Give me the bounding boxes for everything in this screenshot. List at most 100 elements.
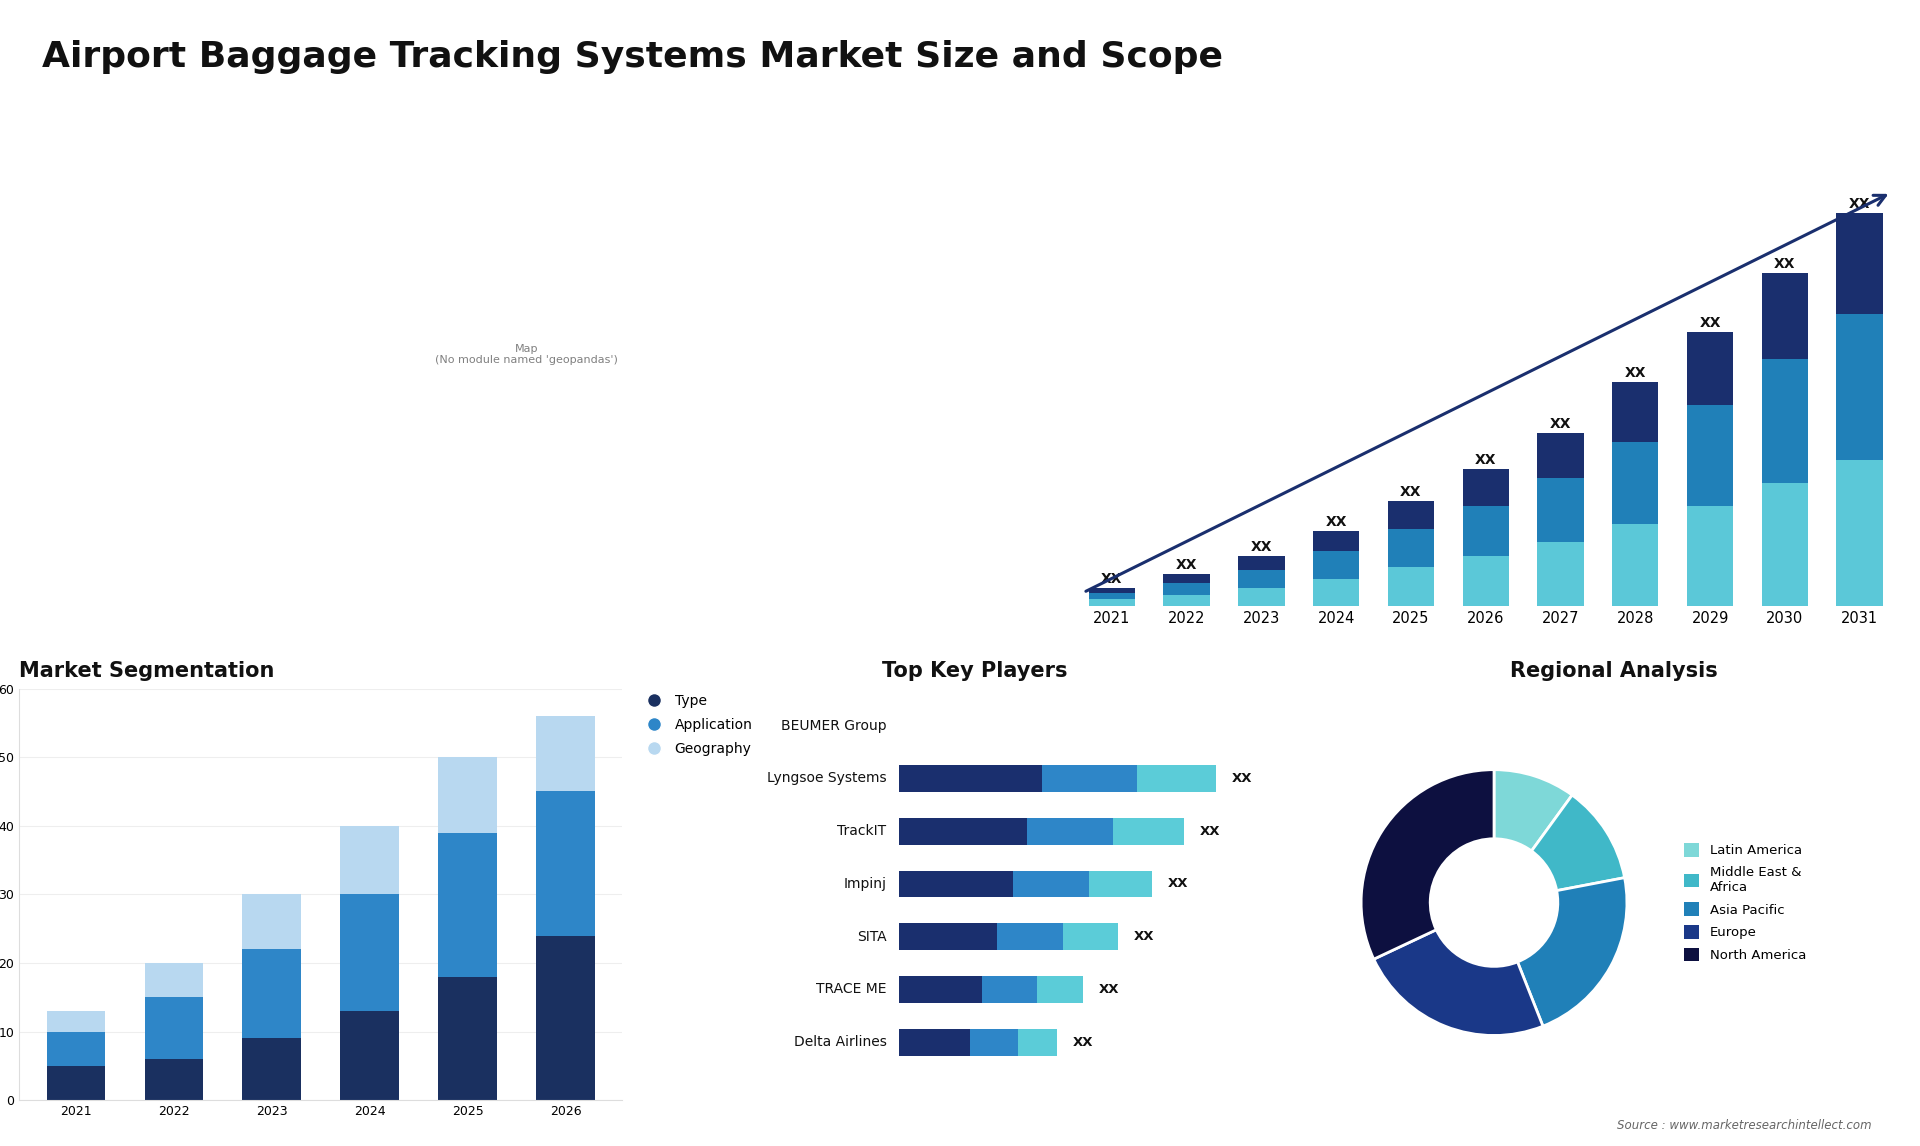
- Text: SITA: SITA: [856, 929, 887, 943]
- Text: Lyngsoe Systems: Lyngsoe Systems: [766, 771, 887, 785]
- Bar: [1164, 574, 1210, 583]
- Bar: [1313, 579, 1359, 606]
- Text: XX: XX: [1200, 825, 1221, 838]
- Bar: [46, 1031, 106, 1066]
- Bar: [340, 1011, 399, 1100]
- Bar: [536, 792, 595, 935]
- Bar: [1688, 332, 1734, 406]
- Text: XX: XX: [1475, 454, 1496, 468]
- Bar: [1089, 592, 1135, 599]
- Bar: [1089, 871, 1152, 897]
- Bar: [1238, 588, 1284, 606]
- Bar: [242, 1038, 301, 1100]
- Legend: Latin America, Middle East &
Africa, Asia Pacific, Europe, North America: Latin America, Middle East & Africa, Asi…: [1678, 838, 1812, 967]
- Bar: [970, 1029, 1018, 1055]
- Bar: [1164, 595, 1210, 606]
- Bar: [899, 871, 1014, 897]
- Text: TrackIT: TrackIT: [837, 824, 887, 838]
- Bar: [242, 894, 301, 949]
- Bar: [242, 949, 301, 1038]
- Text: Map
(No module named 'geopandas'): Map (No module named 'geopandas'): [436, 344, 618, 366]
- Text: TRACE ME: TRACE ME: [816, 982, 887, 996]
- Bar: [1763, 360, 1809, 482]
- Bar: [996, 924, 1064, 950]
- Bar: [1763, 273, 1809, 360]
- Bar: [340, 894, 399, 1011]
- Bar: [1688, 505, 1734, 606]
- Text: XX: XX: [1325, 515, 1348, 529]
- Bar: [1613, 524, 1659, 606]
- Bar: [438, 976, 497, 1100]
- Text: Airport Baggage Tracking Systems Market Size and Scope: Airport Baggage Tracking Systems Market …: [42, 40, 1223, 74]
- Text: Impinj: Impinj: [843, 877, 887, 890]
- Bar: [46, 1066, 106, 1100]
- Bar: [46, 1011, 106, 1031]
- Bar: [536, 716, 595, 792]
- Bar: [1538, 432, 1584, 478]
- Bar: [1114, 818, 1185, 845]
- Bar: [899, 766, 1041, 792]
- Title: Top Key Players: Top Key Players: [883, 661, 1068, 682]
- Text: XX: XX: [1098, 983, 1119, 996]
- Bar: [1463, 505, 1509, 556]
- Text: Source : www.marketresearchintellect.com: Source : www.marketresearchintellect.com: [1617, 1120, 1872, 1132]
- Bar: [1027, 818, 1114, 845]
- Text: Delta Airlines: Delta Airlines: [793, 1035, 887, 1050]
- Text: XX: XX: [1250, 540, 1273, 555]
- Bar: [1089, 588, 1135, 592]
- Legend: Type, Application, Geography: Type, Application, Geography: [634, 689, 758, 761]
- Bar: [1089, 599, 1135, 606]
- Bar: [1837, 213, 1884, 314]
- Bar: [1688, 406, 1734, 505]
- Bar: [1041, 766, 1137, 792]
- Bar: [438, 833, 497, 976]
- Text: XX: XX: [1699, 316, 1720, 330]
- Text: XX: XX: [1073, 1036, 1094, 1049]
- Text: XX: XX: [1400, 485, 1421, 500]
- Bar: [1037, 976, 1083, 1003]
- Bar: [1613, 441, 1659, 524]
- Bar: [340, 826, 399, 894]
- Bar: [1313, 531, 1359, 551]
- Title: Regional Analysis: Regional Analysis: [1511, 661, 1718, 682]
- Bar: [1064, 924, 1117, 950]
- Bar: [1018, 1029, 1058, 1055]
- Bar: [144, 997, 204, 1059]
- Text: XX: XX: [1100, 572, 1123, 586]
- Bar: [1388, 501, 1434, 528]
- Text: XX: XX: [1849, 197, 1870, 211]
- Bar: [1388, 567, 1434, 606]
- Text: XX: XX: [1774, 257, 1795, 270]
- Bar: [1763, 482, 1809, 606]
- Bar: [1238, 570, 1284, 588]
- Bar: [1538, 478, 1584, 542]
- Bar: [1463, 469, 1509, 505]
- Bar: [899, 818, 1027, 845]
- Bar: [1313, 551, 1359, 579]
- Bar: [1014, 871, 1089, 897]
- Text: Market Segmentation: Market Segmentation: [19, 661, 275, 682]
- Bar: [899, 924, 996, 950]
- Text: XX: XX: [1549, 417, 1571, 431]
- Text: XX: XX: [1231, 772, 1252, 785]
- Bar: [438, 758, 497, 833]
- Bar: [1837, 460, 1884, 606]
- Bar: [144, 1059, 204, 1100]
- Text: BEUMER Group: BEUMER Group: [781, 719, 887, 732]
- Bar: [536, 935, 595, 1100]
- Bar: [1463, 556, 1509, 606]
- Text: XX: XX: [1175, 558, 1198, 572]
- Bar: [1388, 528, 1434, 567]
- Bar: [1538, 542, 1584, 606]
- Bar: [1613, 383, 1659, 441]
- Text: XX: XX: [1167, 878, 1188, 890]
- Bar: [1837, 314, 1884, 460]
- Bar: [1164, 583, 1210, 595]
- Bar: [981, 976, 1037, 1003]
- Bar: [1238, 556, 1284, 570]
- Text: XX: XX: [1624, 367, 1645, 380]
- Text: XX: XX: [1133, 931, 1154, 943]
- Bar: [144, 963, 204, 997]
- Bar: [899, 1029, 970, 1055]
- Bar: [899, 976, 981, 1003]
